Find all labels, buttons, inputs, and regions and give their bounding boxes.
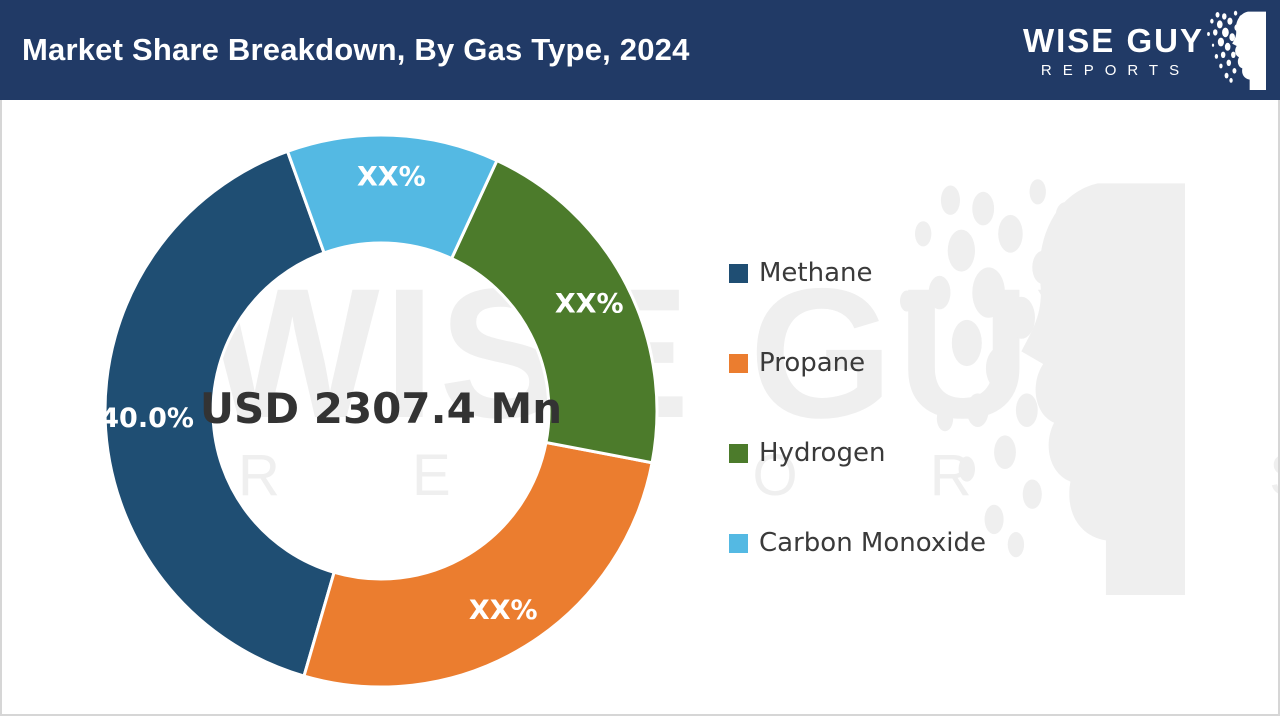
frame-border-bottom xyxy=(0,714,1280,716)
legend-item-hydrogen: Hydrogen xyxy=(729,438,986,468)
slice-label-hydrogen: XX% xyxy=(555,289,624,320)
legend-swatch-hydrogen xyxy=(729,443,748,463)
frame-border-right xyxy=(1278,100,1280,716)
slice-carbon-monoxide xyxy=(285,133,499,261)
header-bar: Market Share Breakdown, By Gas Type, 202… xyxy=(0,0,1280,100)
legend-label-hydrogen: Hydrogen xyxy=(759,438,886,468)
page-title: Market Share Breakdown, By Gas Type, 202… xyxy=(22,32,690,67)
slice-methane xyxy=(103,149,336,678)
legend-label-carbon-monoxide: Carbon Monoxide xyxy=(759,528,986,558)
donut-chart: 40.0% XX% XX% XX% xyxy=(100,133,659,689)
slice-label-carbon-monoxide: XX% xyxy=(357,162,426,193)
logo-sub-text: REPORTS xyxy=(1040,62,1191,79)
slice-propane xyxy=(302,440,654,689)
legend-label-methane: Methane xyxy=(759,258,873,288)
legend-swatch-propane xyxy=(729,353,748,373)
legend-item-propane: Propane xyxy=(729,348,986,378)
logo-brand-text: WISE GUY xyxy=(1022,22,1204,59)
legend-swatch-carbon-monoxide xyxy=(729,533,748,553)
slice-label-propane: XX% xyxy=(469,595,538,626)
slice-hydrogen xyxy=(449,158,659,465)
slice-label-methane: 40.0% xyxy=(100,403,194,434)
chart-legend: Methane Propane Hydrogen Carbon Monoxide xyxy=(729,258,986,618)
legend-swatch-methane xyxy=(729,263,748,283)
wise-guy-logo: WISE GUY REPORTS xyxy=(1022,8,1266,92)
legend-item-methane: Methane xyxy=(729,258,986,288)
legend-item-carbon-monoxide: Carbon Monoxide xyxy=(729,528,986,558)
legend-label-propane: Propane xyxy=(759,348,866,378)
frame-border-left xyxy=(0,100,2,716)
face-profile-dots-icon xyxy=(1207,10,1266,90)
chart-center-value: USD 2307.4 Mn xyxy=(199,384,563,433)
watermark-face-profile-dots-icon xyxy=(900,179,1185,595)
